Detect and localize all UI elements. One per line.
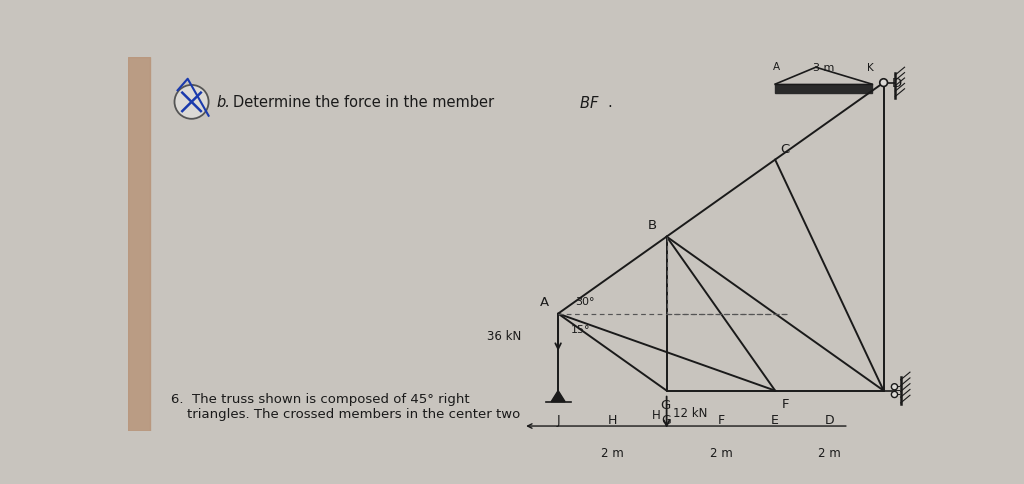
Circle shape (891, 384, 898, 390)
Text: 30°: 30° (575, 296, 595, 306)
Text: D: D (824, 413, 835, 426)
Text: A: A (773, 61, 780, 72)
Text: Determine the force in the member: Determine the force in the member (232, 95, 499, 110)
Text: F: F (718, 413, 724, 426)
Text: F: F (781, 397, 788, 410)
Polygon shape (551, 391, 565, 402)
Text: triangles. The crossed members in the center two: triangles. The crossed members in the ce… (187, 408, 520, 420)
Text: b.: b. (216, 95, 230, 110)
Text: G: G (659, 398, 670, 411)
Text: G: G (662, 413, 672, 426)
Text: K: K (867, 63, 873, 73)
Text: H: H (652, 408, 660, 421)
Circle shape (174, 86, 209, 120)
Text: E: E (893, 384, 901, 397)
Text: E: E (771, 413, 779, 426)
Text: J: J (556, 413, 560, 426)
Text: 2 m: 2 m (710, 446, 732, 459)
Polygon shape (128, 58, 150, 431)
Text: D: D (891, 77, 901, 90)
Text: 12 kN: 12 kN (673, 406, 708, 419)
Text: 6.  The truss shown is composed of 45° right: 6. The truss shown is composed of 45° ri… (171, 392, 469, 405)
Circle shape (880, 79, 888, 87)
Text: H: H (607, 413, 617, 426)
Polygon shape (775, 85, 872, 94)
Text: C: C (780, 143, 790, 156)
Text: $BF$: $BF$ (579, 95, 600, 111)
Text: .: . (607, 95, 611, 110)
Text: B: B (648, 219, 657, 232)
Circle shape (891, 392, 898, 398)
Text: A: A (540, 296, 549, 309)
Text: 3 m: 3 m (813, 63, 835, 73)
Text: 2 m: 2 m (601, 446, 624, 459)
Text: 15°: 15° (570, 324, 590, 334)
Text: 36 kN: 36 kN (486, 329, 521, 342)
Text: 2 m: 2 m (818, 446, 841, 459)
